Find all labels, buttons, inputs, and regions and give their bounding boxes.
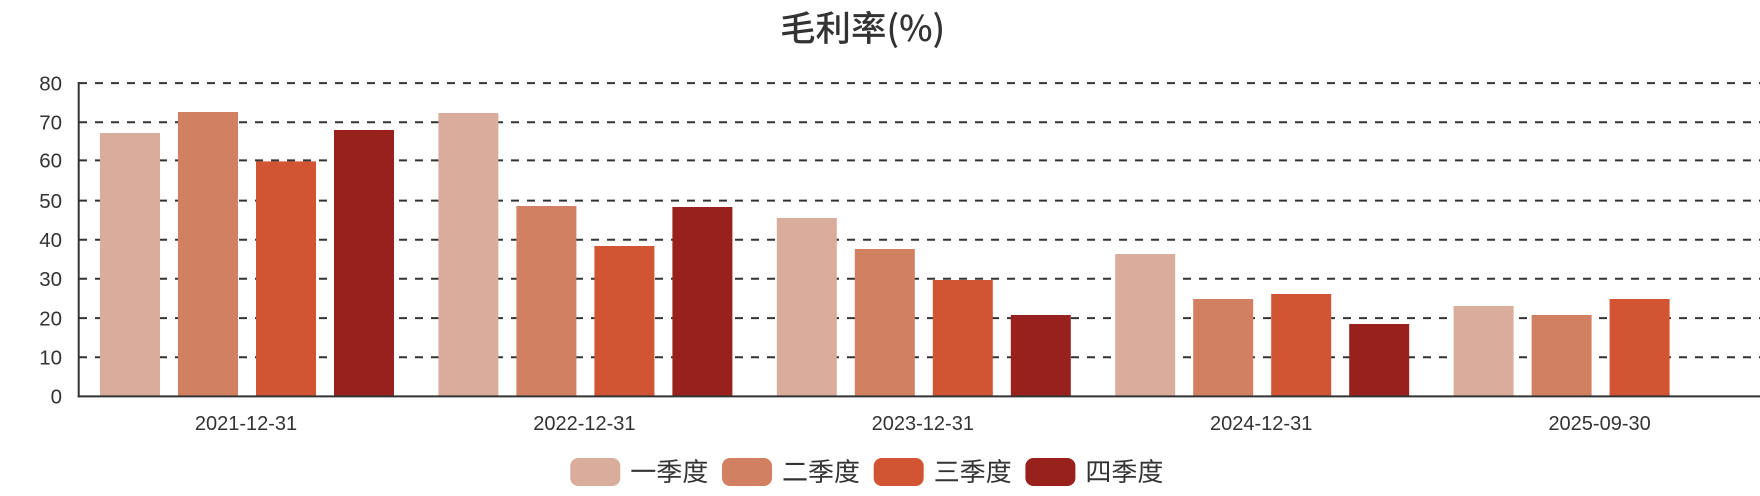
svg-text:10: 10 xyxy=(39,346,62,369)
svg-text:20: 20 xyxy=(39,307,62,330)
svg-text:60: 60 xyxy=(39,150,62,173)
svg-text:2024-12-31: 2024-12-31 xyxy=(1210,413,1312,435)
svg-text:30: 30 xyxy=(39,268,62,291)
svg-text:50: 50 xyxy=(39,190,62,213)
svg-text:70: 70 xyxy=(39,112,62,135)
svg-text:2021-12-31: 2021-12-31 xyxy=(195,413,297,435)
svg-text:2022-12-31: 2022-12-31 xyxy=(533,413,635,435)
svg-text:80: 80 xyxy=(39,72,62,95)
svg-text:2023-12-31: 2023-12-31 xyxy=(872,413,974,435)
svg-text:0: 0 xyxy=(51,386,62,409)
svg-text:2025-09-30: 2025-09-30 xyxy=(1548,413,1650,435)
svg-text:40: 40 xyxy=(39,229,62,252)
